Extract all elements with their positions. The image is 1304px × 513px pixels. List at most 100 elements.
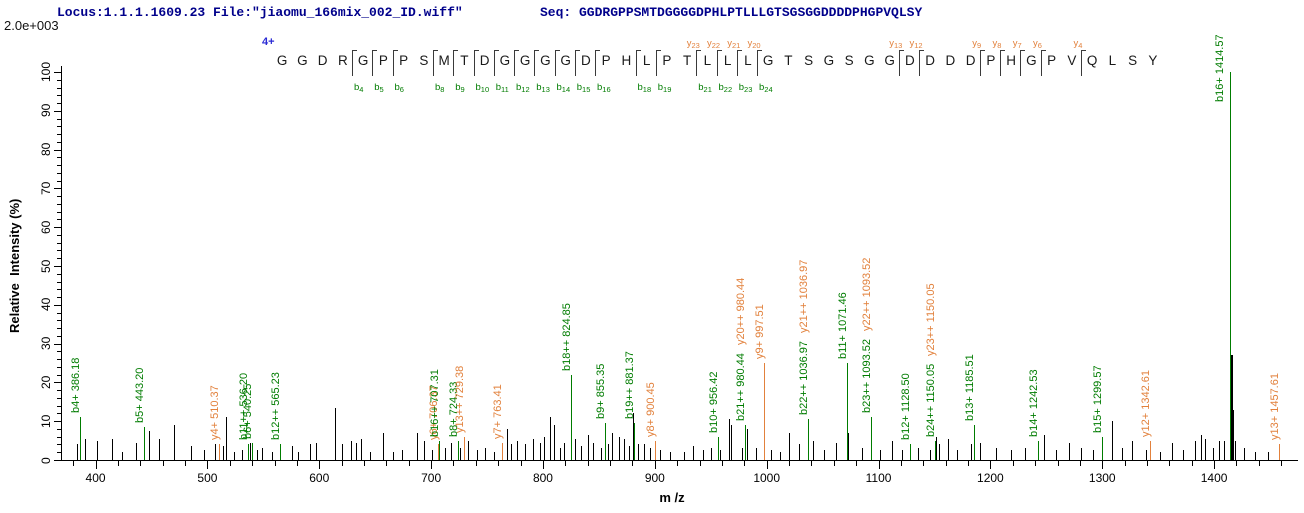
y-minor-tick — [57, 103, 61, 105]
peak — [432, 450, 434, 460]
x-minor-tick — [677, 461, 679, 466]
b-ion-peak-label: b15+ 1299.57 — [1091, 365, 1104, 433]
fragment-marker-tick — [493, 50, 499, 51]
x-major-tick — [990, 461, 992, 469]
annotated-peak — [871, 417, 873, 460]
y-tick-label: 20 — [39, 375, 53, 389]
b-ion-peak-label: b12+ 1128.50 — [900, 373, 913, 441]
peptide-residue: D — [965, 53, 976, 68]
fragment-marker-line — [716, 50, 718, 76]
peak — [393, 452, 395, 460]
y-minor-tick — [57, 273, 61, 275]
peak — [1081, 448, 1082, 460]
b-fragment-label: b16 — [597, 82, 611, 94]
peak — [122, 452, 124, 460]
y-fragment-label: y13 — [889, 38, 903, 50]
fragment-marker-line — [574, 50, 576, 76]
peak — [525, 444, 527, 460]
fragment-marker-line — [655, 50, 657, 76]
b-ion-peak-label: b22++ 1036.97 — [798, 341, 811, 416]
y-axis-line — [61, 66, 62, 461]
y-minor-tick — [57, 180, 61, 182]
b-ion-peak-label: b14+ 1242.53 — [1027, 368, 1040, 437]
peptide-residue: H — [1006, 53, 1016, 68]
y-minor-tick — [57, 320, 61, 322]
fragment-marker-tick — [979, 50, 985, 51]
x-tick-label: 1000 — [753, 471, 781, 485]
x-minor-tick — [185, 461, 187, 466]
peptide-residue: G — [1026, 53, 1037, 68]
b-ion-peak-label: b6+ 540.25 — [242, 383, 255, 439]
fragment-marker-line — [493, 50, 495, 76]
fragment-marker-line — [635, 50, 637, 76]
annotated-peak — [717, 436, 719, 460]
peak — [623, 438, 625, 460]
peptide-residue: S — [1128, 53, 1138, 68]
peak — [891, 440, 893, 460]
y-tick-label: 60 — [39, 220, 53, 234]
y-major-tick — [54, 382, 61, 384]
x-major-tick — [878, 461, 880, 469]
peptide-residue: L — [1108, 53, 1117, 68]
b-fragment-label: b21 — [698, 82, 712, 94]
y-fragment-label: y21 — [727, 38, 741, 50]
y-minor-tick — [57, 281, 61, 283]
annotated-peak — [1278, 444, 1280, 460]
peak — [223, 446, 225, 460]
peak — [476, 450, 478, 460]
peak — [670, 452, 672, 460]
y-fragment-label: y7 — [1012, 38, 1022, 50]
y-minor-tick — [57, 126, 61, 128]
b-fragment-label: b5 — [374, 82, 384, 94]
locus-file-header: Locus:1.1.1.1609.23 File:"jiaomu_166mix_… — [57, 5, 463, 20]
peak — [85, 438, 87, 460]
x-tick-label: 1400 — [1200, 471, 1228, 485]
b-fragment-label: b10 — [475, 82, 490, 94]
peptide-residue: R — [338, 53, 348, 68]
peptide-residue: G — [884, 53, 895, 68]
b-ion-peak-label: b9+ 855.35 — [594, 363, 607, 420]
fragment-marker-tick — [392, 50, 398, 51]
y-ion-peak-label: y21++ 1036.97 — [798, 259, 811, 334]
x-tick-label: 400 — [85, 471, 106, 485]
peptide-residue: P — [986, 53, 996, 68]
annotated-peak — [80, 417, 82, 460]
peak — [460, 448, 462, 460]
peak — [601, 448, 603, 460]
b-ion-peak-label: b24++ 1150.05 — [924, 363, 937, 437]
x-minor-tick — [945, 461, 947, 466]
b-ion-peak-label: b10+ 956.42 — [707, 371, 720, 433]
y-minor-tick — [57, 250, 61, 252]
y-minor-tick — [57, 234, 61, 236]
b-ion-peak-label: b16+ 1414.57 — [1214, 34, 1227, 102]
x-minor-tick — [968, 461, 970, 466]
y-ion-peak-label: y22++ 1093.52 — [861, 257, 874, 332]
fragment-marker-line — [1020, 50, 1022, 76]
peptide-residue: D — [905, 53, 915, 68]
annotated-peak — [280, 444, 282, 460]
b-ion-peak-label: b16++ 707.31 — [429, 368, 442, 437]
peak — [1056, 450, 1058, 460]
fragment-marker-line — [979, 50, 981, 76]
y-minor-tick — [57, 87, 61, 89]
x-minor-tick — [1079, 461, 1081, 466]
fragment-marker-tick — [716, 50, 722, 51]
peak — [510, 444, 512, 460]
peptide-residue: D — [581, 53, 591, 68]
x-minor-tick — [721, 461, 723, 466]
peak — [215, 444, 217, 460]
peak — [1182, 450, 1184, 460]
y-minor-tick — [57, 312, 61, 314]
fragment-marker-tick — [635, 50, 641, 51]
peak — [638, 444, 640, 460]
x-minor-tick — [229, 461, 231, 466]
peak — [581, 446, 582, 460]
y-minor-tick — [57, 258, 61, 260]
x-minor-tick — [789, 461, 791, 466]
peak — [902, 450, 904, 460]
fragment-marker-line — [1081, 50, 1082, 76]
peptide-residue: L — [703, 53, 712, 68]
annotated-peak — [604, 423, 606, 460]
y-minor-tick — [57, 366, 61, 368]
